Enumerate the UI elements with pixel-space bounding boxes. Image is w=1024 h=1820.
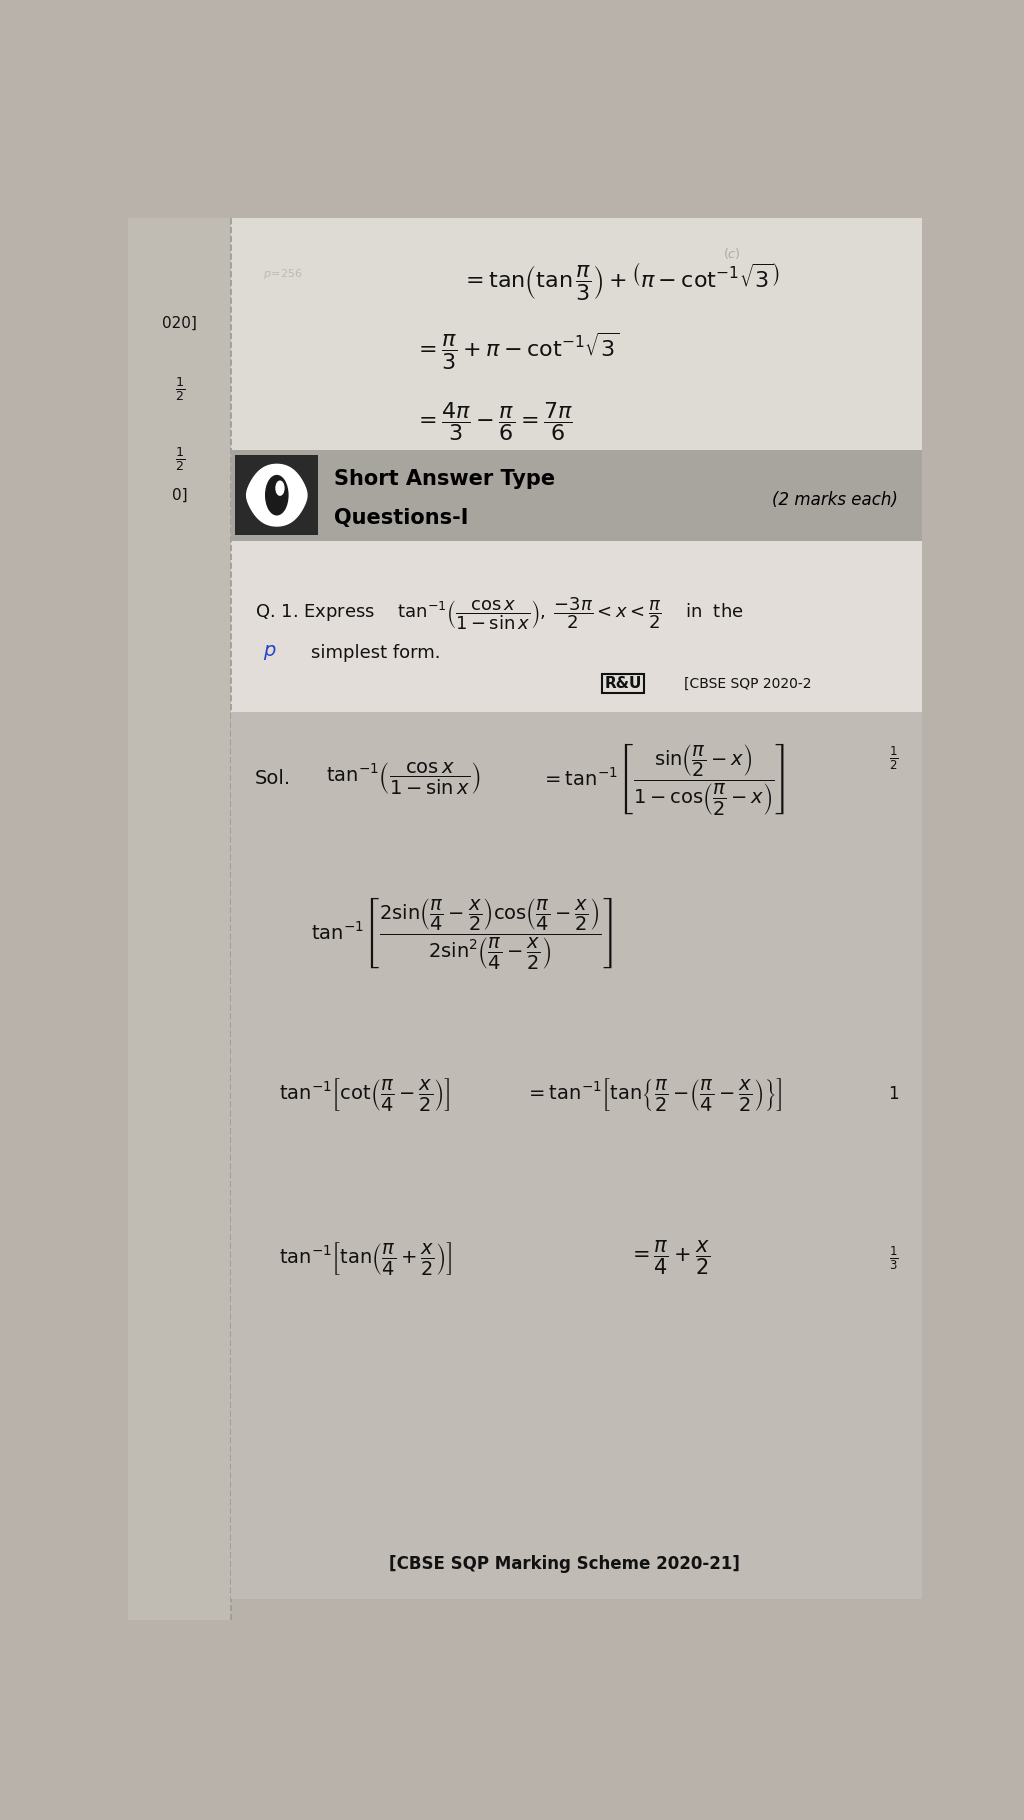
Text: $= \dfrac{4\pi}{3} - \dfrac{\pi}{6} = \dfrac{7\pi}{6}$: $= \dfrac{4\pi}{3} - \dfrac{\pi}{6} = \d… <box>414 400 572 442</box>
FancyBboxPatch shape <box>236 455 318 535</box>
Text: $\frac{1}{2}$: $\frac{1}{2}$ <box>889 744 898 772</box>
Text: Questions-I: Questions-I <box>334 508 469 528</box>
Text: $= \tan^{-1}\!\left[\dfrac{\sin\!\left(\dfrac{\pi}{2}-x\right)}{1-\cos\!\left(\d: $= \tan^{-1}\!\left[\dfrac{\sin\!\left(\… <box>541 741 785 817</box>
Text: $= \tan^{-1}\!\left[\tan\!\left\{\dfrac{\pi}{2}-\!\left(\dfrac{\pi}{4}-\dfrac{x}: $= \tan^{-1}\!\left[\tan\!\left\{\dfrac{… <box>524 1076 782 1112</box>
Text: $= \dfrac{\pi}{4}+\dfrac{x}{2}$: $= \dfrac{\pi}{4}+\dfrac{x}{2}$ <box>628 1239 711 1278</box>
Polygon shape <box>247 464 307 526</box>
Text: Short Answer Type: Short Answer Type <box>334 470 555 490</box>
Text: $\frac{1}{3}$: $\frac{1}{3}$ <box>889 1245 898 1272</box>
FancyBboxPatch shape <box>231 450 922 712</box>
FancyBboxPatch shape <box>128 218 231 1620</box>
Text: (2 marks each): (2 marks each) <box>772 491 898 510</box>
Text: Q. 1. Express $\quad\tan^{-1}\!\left(\dfrac{\cos x}{1-\sin x}\right),\;\dfrac{-3: Q. 1. Express $\quad\tan^{-1}\!\left(\df… <box>255 595 743 632</box>
Circle shape <box>265 475 288 515</box>
Text: $\tan^{-1}\!\left[\tan\!\left(\dfrac{\pi}{4}+\dfrac{x}{2}\right)\right]$: $\tan^{-1}\!\left[\tan\!\left(\dfrac{\pi… <box>279 1239 452 1278</box>
Text: $p$: $p$ <box>263 642 276 662</box>
Text: $= \tan\!\left(\tan\dfrac{\pi}{3}\right) + \left(\pi - \cot^{-1}\!\sqrt{3}\right: $= \tan\!\left(\tan\dfrac{\pi}{3}\right)… <box>461 260 780 302</box>
Text: [CBSE SQP 2020-2: [CBSE SQP 2020-2 <box>684 677 811 690</box>
Text: 020]: 020] <box>162 317 197 331</box>
FancyBboxPatch shape <box>231 218 922 712</box>
Text: $1$: $1$ <box>888 1085 899 1103</box>
Text: Sol.: Sol. <box>255 770 291 788</box>
Text: $(c)$: $(c)$ <box>723 246 740 260</box>
Text: $\frac{1}{2}$: $\frac{1}{2}$ <box>174 375 184 404</box>
Text: simplest form.: simplest form. <box>310 644 440 662</box>
Circle shape <box>276 480 284 495</box>
Text: [CBSE SQP Marking Scheme 2020-21]: [CBSE SQP Marking Scheme 2020-21] <box>389 1554 740 1572</box>
Text: $\mathit{p\!=\!256}$: $\mathit{p\!=\!256}$ <box>263 268 302 282</box>
Text: $\tan^{-1}\!\left[\dfrac{2\sin\!\left(\dfrac{\pi}{4}-\dfrac{x}{2}\right)\cos\!\l: $\tan^{-1}\!\left[\dfrac{2\sin\!\left(\d… <box>310 895 612 972</box>
Text: $\tan^{-1}\!\left[\cot\!\left(\dfrac{\pi}{4}-\dfrac{x}{2}\right)\right]$: $\tan^{-1}\!\left[\cot\!\left(\dfrac{\pi… <box>279 1076 451 1112</box>
Text: 0]: 0] <box>172 488 187 502</box>
FancyBboxPatch shape <box>231 450 922 541</box>
Text: $\tan^{-1}\!\left(\dfrac{\cos x}{1-\sin x}\right)$: $\tan^{-1}\!\left(\dfrac{\cos x}{1-\sin … <box>327 761 481 797</box>
FancyBboxPatch shape <box>231 712 922 1598</box>
Text: $\frac{1}{2}$: $\frac{1}{2}$ <box>174 446 184 473</box>
Text: $= \dfrac{\pi}{3} + \pi - \cot^{-1}\!\sqrt{3}$: $= \dfrac{\pi}{3} + \pi - \cot^{-1}\!\sq… <box>414 331 618 373</box>
Text: R&U: R&U <box>604 677 641 692</box>
